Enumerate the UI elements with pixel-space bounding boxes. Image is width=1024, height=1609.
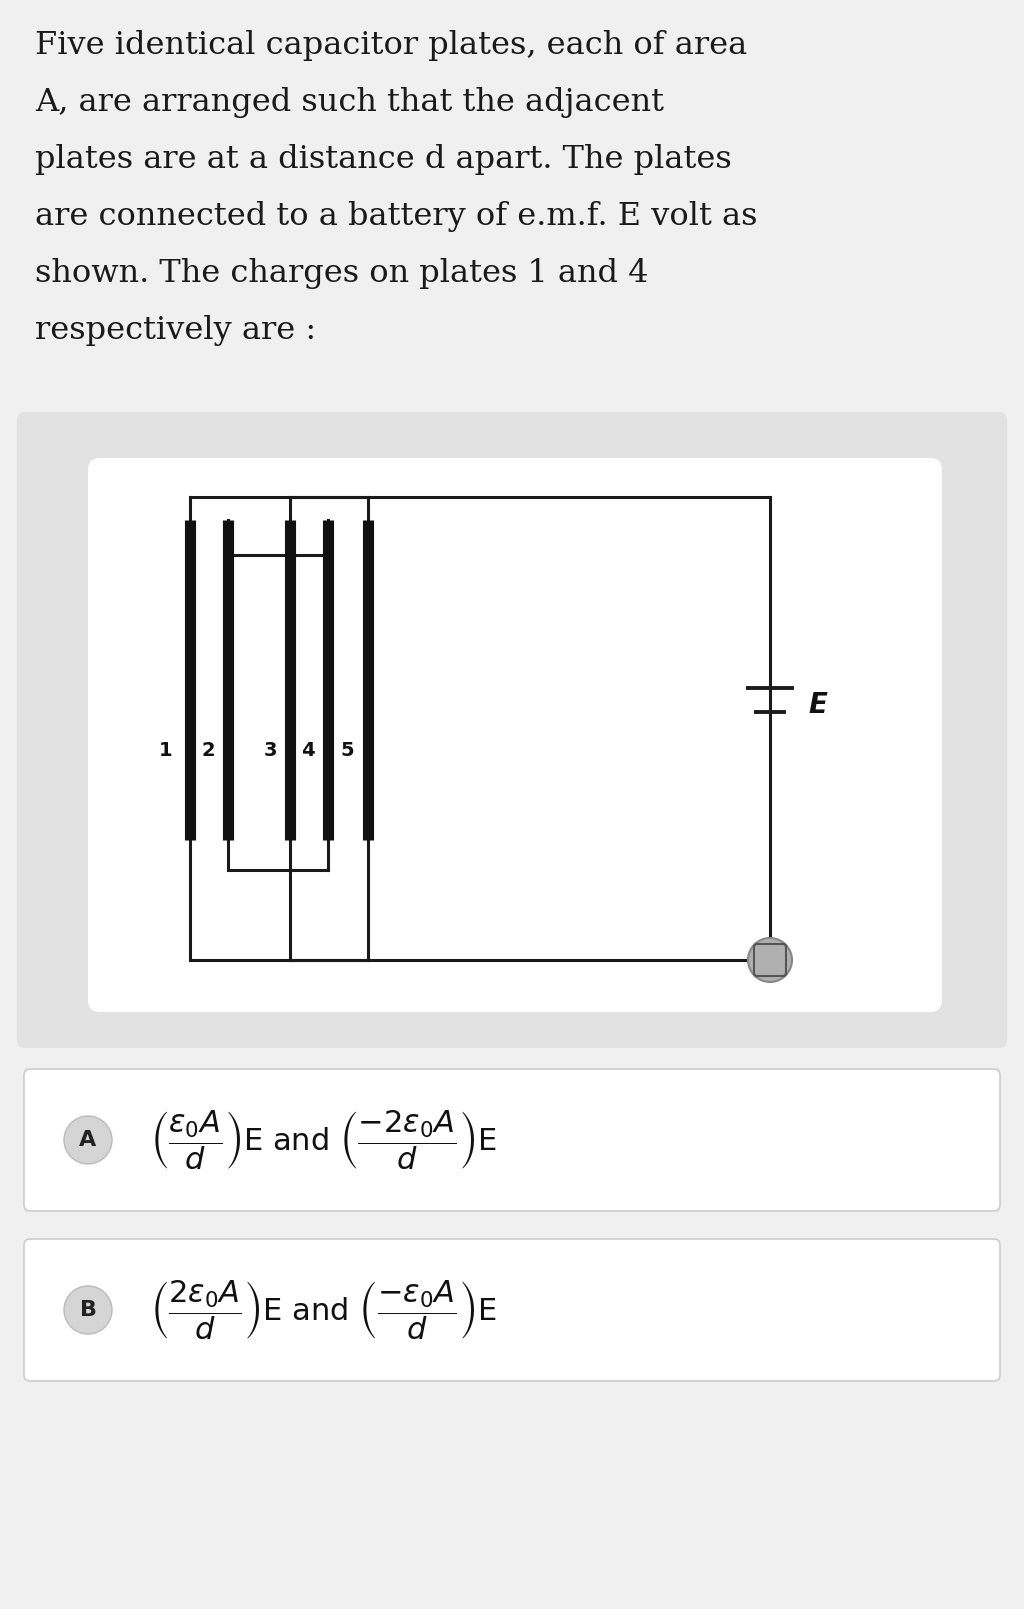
FancyBboxPatch shape [24,1068,1000,1212]
FancyBboxPatch shape [24,1239,1000,1381]
Text: are connected to a battery of e.m.f. E volt as: are connected to a battery of e.m.f. E v… [35,201,758,232]
Text: $\left(\dfrac{2\epsilon_0 A}{d}\right)$E and $\left(\dfrac{-\epsilon_0 A}{d}\rig: $\left(\dfrac{2\epsilon_0 A}{d}\right)$E… [150,1278,497,1342]
Text: $\left(\dfrac{\epsilon_0 A}{d}\right)$E and $\left(\dfrac{-2\epsilon_0 A}{d}\rig: $\left(\dfrac{\epsilon_0 A}{d}\right)$E … [150,1109,497,1171]
Circle shape [748,938,792,981]
Text: 4: 4 [301,740,315,759]
FancyBboxPatch shape [17,412,1007,1047]
Text: A: A [80,1130,96,1150]
Text: 1: 1 [159,740,172,759]
Circle shape [63,1117,112,1163]
Text: A, are arranged such that the adjacent: A, are arranged such that the adjacent [35,87,664,117]
Text: 3: 3 [263,740,278,759]
Text: E: E [808,690,827,719]
Text: 2: 2 [202,740,215,759]
Text: plates are at a distance d apart. The plates: plates are at a distance d apart. The pl… [35,143,732,175]
FancyBboxPatch shape [88,459,942,1012]
Text: B: B [80,1300,96,1319]
Text: 5: 5 [340,740,354,759]
Text: respectively are :: respectively are : [35,315,316,346]
Text: Five identical capacitor plates, each of area: Five identical capacitor plates, each of… [35,31,748,61]
Circle shape [63,1286,112,1334]
Text: shown. The charges on plates 1 and 4: shown. The charges on plates 1 and 4 [35,257,648,290]
